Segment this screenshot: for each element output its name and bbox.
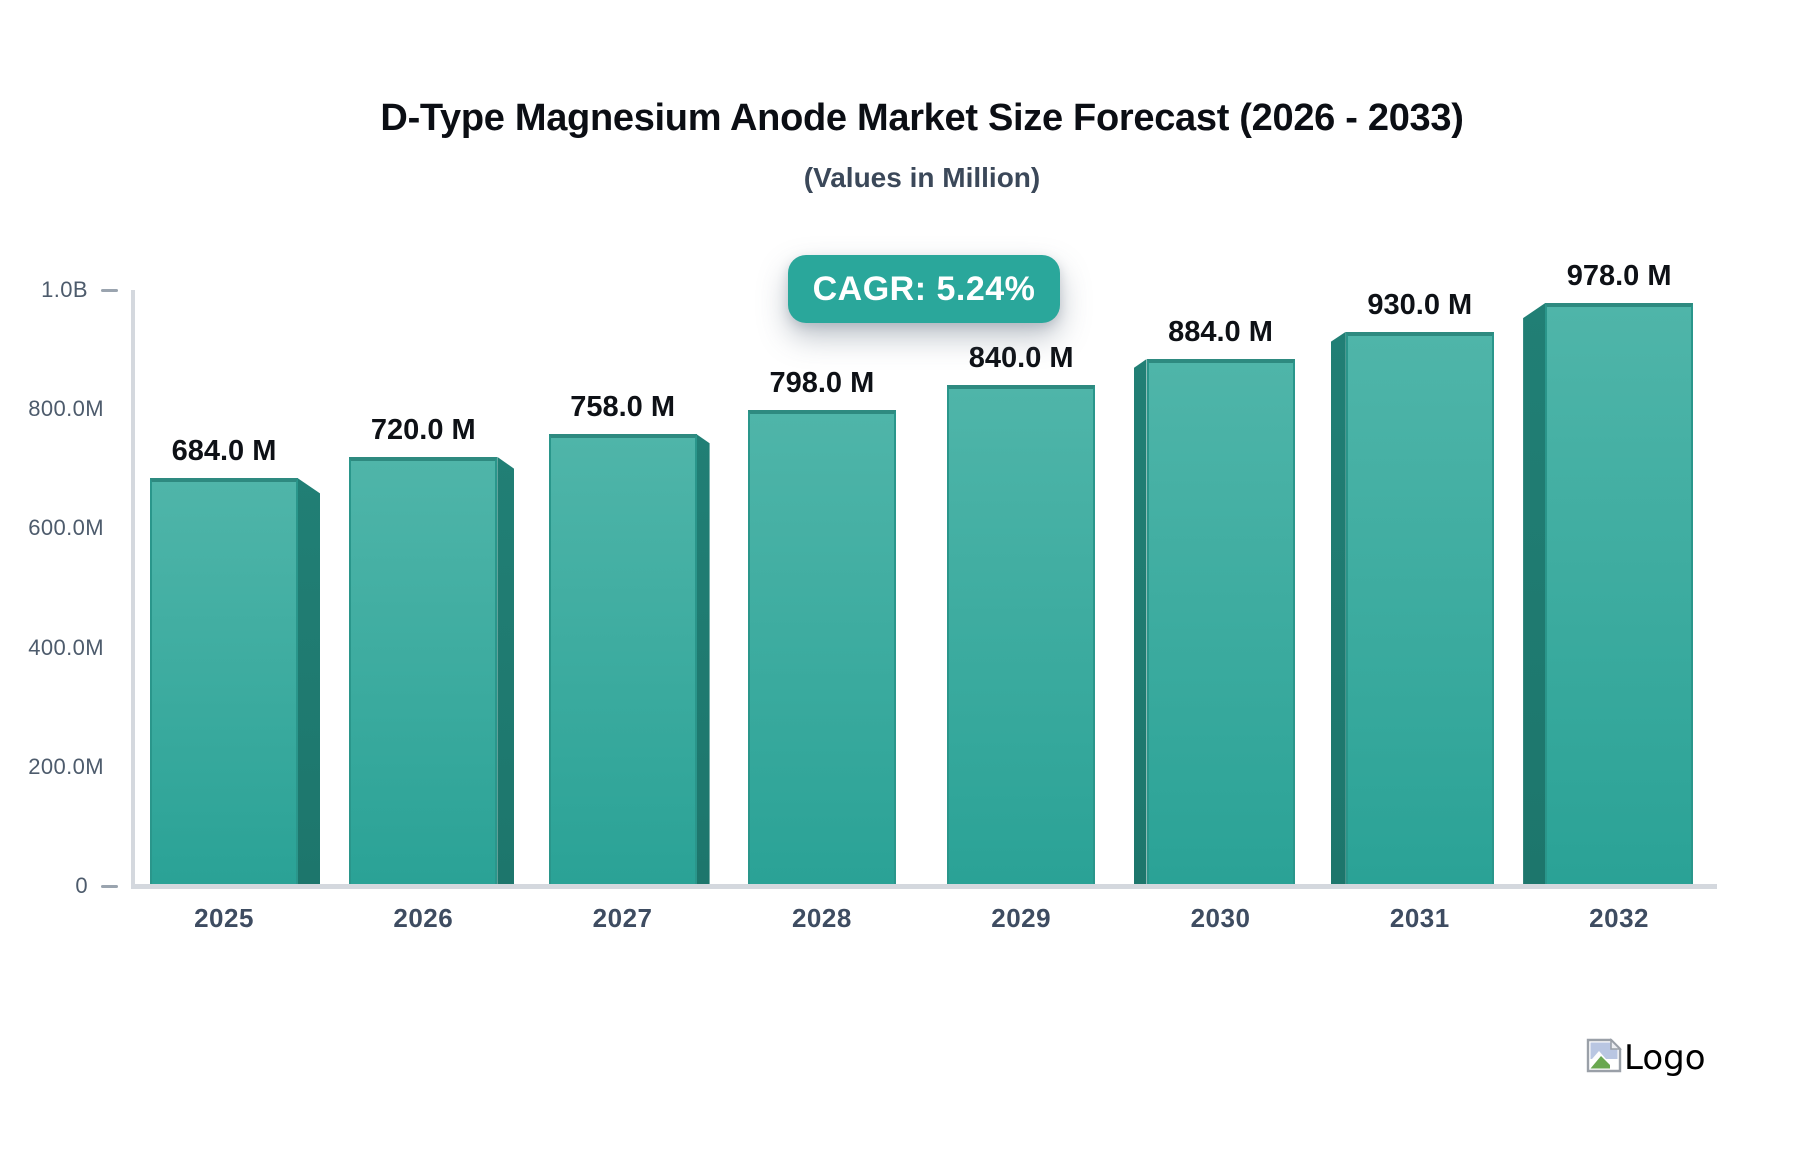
cagr-badge-label: CAGR: 5.24% — [812, 269, 1036, 308]
bar-2030[interactable] — [1146, 359, 1295, 886]
x-category-label-2029: 2029 — [991, 903, 1052, 933]
x-category-label-2027: 2027 — [592, 903, 653, 933]
y-tick-label-800.0M: 800.0M — [28, 396, 104, 422]
logo-text: Logo — [1624, 1038, 1706, 1078]
cagr-badge: CAGR: 5.24% — [788, 255, 1060, 323]
bar-side-face-2025 — [298, 478, 320, 888]
bar-value-label-2025: 684.0 M — [171, 435, 277, 468]
bar-value-label-2030: 884.0 M — [1168, 316, 1273, 349]
y-tick-label-400.0M: 400.0M — [28, 634, 104, 660]
y-axis-line — [131, 290, 135, 889]
bar-side-face-2031 — [1330, 331, 1346, 888]
bar-value-label-2032: 978.0 M — [1566, 260, 1672, 293]
x-category-label-2025: 2025 — [194, 903, 254, 933]
bar-2032[interactable] — [1545, 303, 1694, 886]
x-category-label-2032: 2032 — [1589, 903, 1650, 933]
bar-2028[interactable] — [747, 410, 896, 886]
x-category-label-2026: 2026 — [393, 903, 454, 933]
x-axis-line — [131, 884, 1717, 889]
bar-value-label-2028: 798.0 M — [769, 367, 875, 400]
bar-value-label-2026: 720.0 M — [370, 413, 476, 446]
bar-2029[interactable] — [947, 385, 1096, 886]
broken-image-icon — [1586, 1038, 1622, 1073]
bar-2027[interactable] — [548, 434, 697, 886]
bar-value-label-2027: 758.0 M — [570, 391, 675, 424]
y-tick-label-0: 0 — [75, 873, 88, 898]
y-tick-label-200.0M: 200.0M — [28, 753, 104, 779]
y-tick-label-1.0B: 1.0B — [41, 277, 88, 302]
bar-side-face-2026 — [497, 456, 515, 888]
bar-side-face-2027 — [696, 434, 710, 888]
bar-2026[interactable] — [349, 456, 498, 886]
bar-2025[interactable] — [150, 478, 298, 886]
bar-side-face-2032 — [1523, 303, 1546, 888]
bar-value-label-2029: 840.0 M — [968, 342, 1074, 375]
y-tick-mark — [101, 884, 118, 888]
bar-side-face-2030 — [1133, 359, 1147, 888]
bar-value-label-2031: 930.0 M — [1367, 288, 1473, 321]
x-category-label-2028: 2028 — [791, 903, 852, 933]
page-subtitle: (Values in Million) — [803, 162, 1041, 193]
x-category-label-2030: 2030 — [1190, 903, 1251, 933]
y-tick-label-600.0M: 600.0M — [28, 515, 104, 541]
y-tick-mark — [101, 288, 118, 292]
page-title: D-Type Magnesium Anode Market Size Forec… — [380, 97, 1464, 139]
x-category-label-2031: 2031 — [1389, 903, 1450, 933]
bar-2031[interactable] — [1345, 331, 1494, 886]
logo: Logo — [1585, 1038, 1706, 1077]
